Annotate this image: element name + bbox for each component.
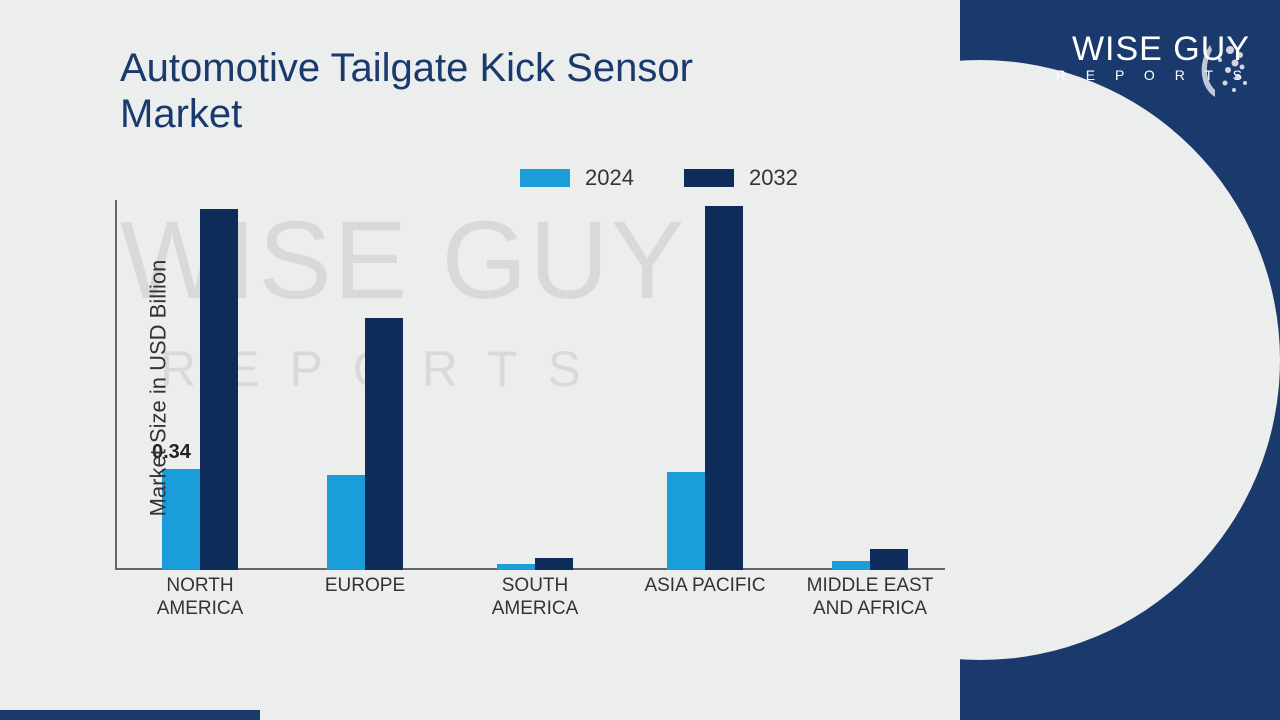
bar-group xyxy=(820,549,920,570)
plot-area: 0.34 xyxy=(115,200,945,570)
legend-label-2024: 2024 xyxy=(585,165,634,191)
y-axis-label: Market Size in USD Billion xyxy=(145,260,171,517)
x-axis-label: MIDDLE EAST AND AFRICA xyxy=(800,575,940,621)
brand-logo: WISE GUY R E P O R T S xyxy=(1056,30,1250,83)
legend-swatch-2024 xyxy=(520,169,570,187)
x-axis-labels: NORTH AMERICA EUROPE SOUTH AMERICA ASIA PAC… xyxy=(115,575,945,695)
x-axis-label: ASIA PACIFIC xyxy=(635,575,775,598)
bar xyxy=(535,558,573,570)
bar xyxy=(200,209,238,570)
bar-group xyxy=(655,206,755,570)
x-axis-label: SOUTH AMERICA xyxy=(465,575,605,621)
bar-group xyxy=(485,558,585,570)
legend-swatch-2032 xyxy=(684,169,734,187)
logo-head-icon xyxy=(1190,35,1250,105)
bar xyxy=(327,475,365,570)
bottom-accent-bar xyxy=(0,710,260,720)
x-axis-label: EUROPE xyxy=(295,575,435,598)
bar xyxy=(870,549,908,570)
bar-group xyxy=(315,318,415,570)
bar xyxy=(667,472,705,570)
x-axis-label: NORTH AMERICA xyxy=(130,575,270,621)
bar xyxy=(497,564,535,570)
legend-label-2032: 2032 xyxy=(749,165,798,191)
y-axis-line xyxy=(115,200,117,570)
chart-title: Automotive Tailgate Kick Sensor Market xyxy=(120,45,820,137)
bar xyxy=(705,206,743,570)
legend-item-2024: 2024 xyxy=(520,165,634,191)
bar xyxy=(832,561,870,570)
chart-legend: 2024 2032 xyxy=(520,165,798,191)
legend-item-2032: 2032 xyxy=(684,165,798,191)
bar xyxy=(365,318,403,570)
